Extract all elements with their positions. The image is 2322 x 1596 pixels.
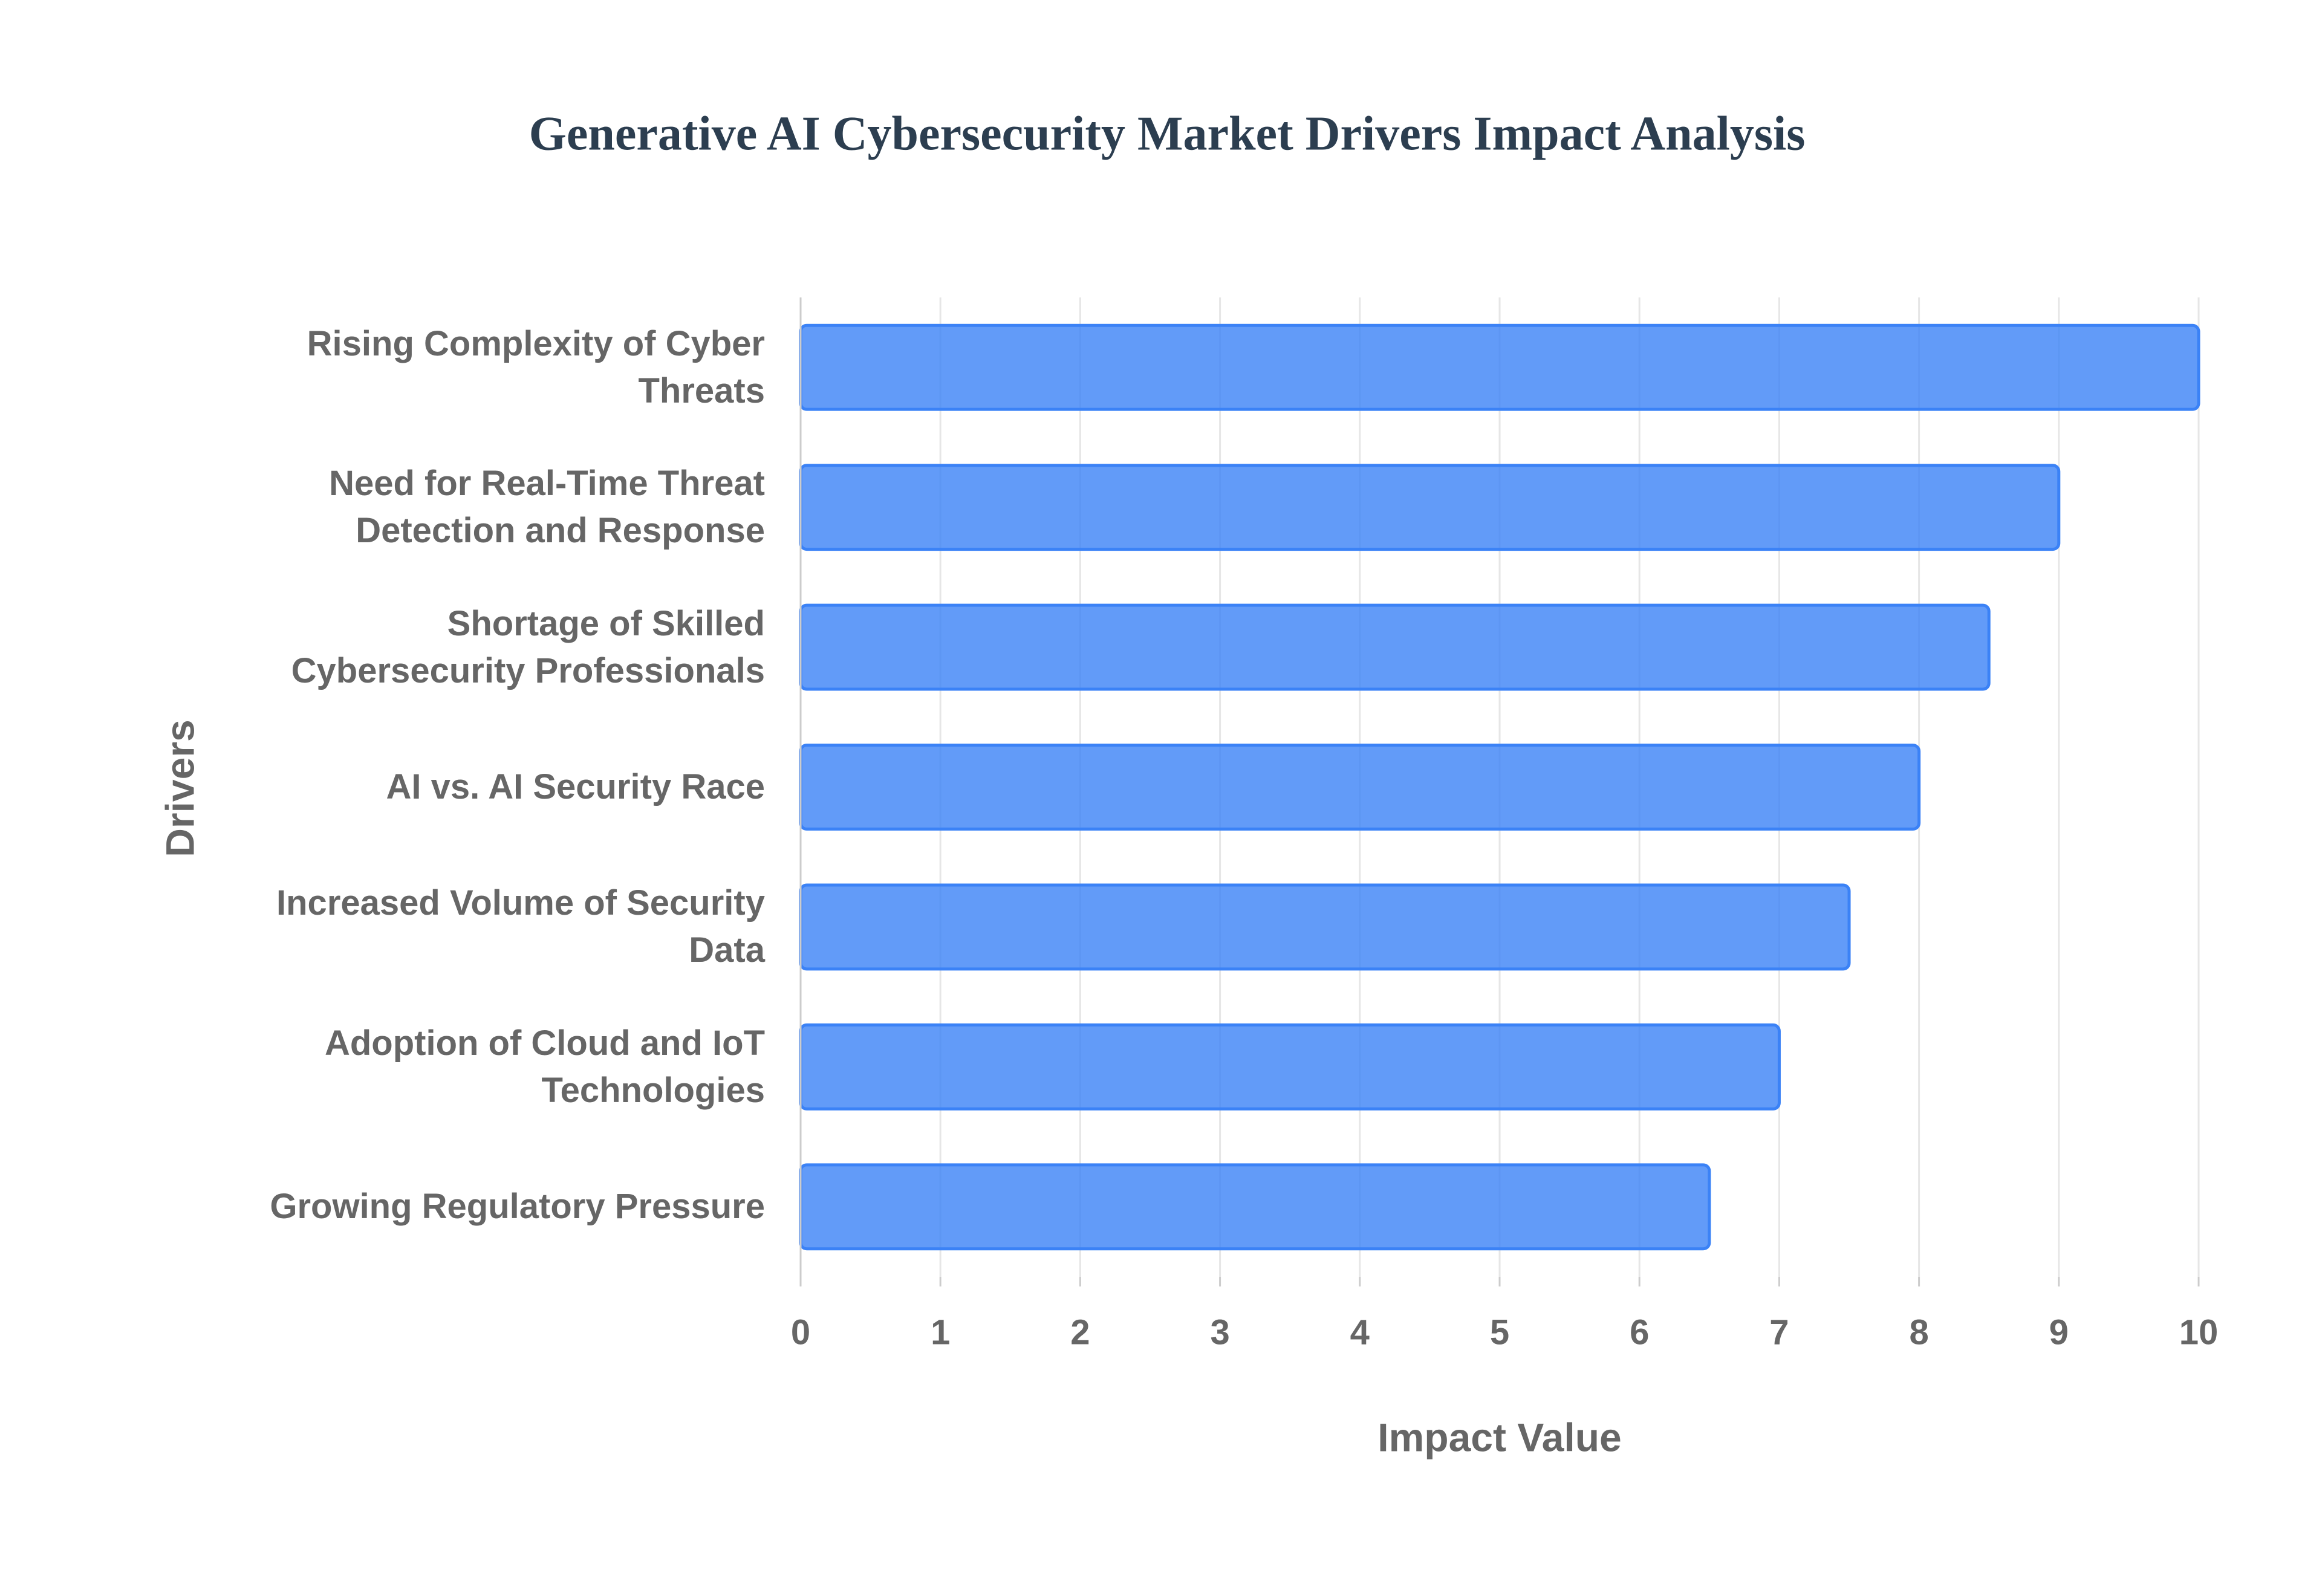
y-tick-label: Rising Complexity of Cyber Threats bbox=[307, 323, 765, 410]
y-tick-label: Shortage of Skilled Cybersecurity Profes… bbox=[291, 603, 765, 690]
x-tick-label: 1 bbox=[931, 1312, 950, 1352]
chart-title: Generative AI Cybersecurity Market Drive… bbox=[529, 107, 1806, 160]
bar bbox=[799, 744, 1921, 831]
bar bbox=[799, 1023, 1781, 1111]
x-tick-label: 5 bbox=[1490, 1312, 1509, 1352]
y-tick-label: Growing Regulatory Pressure bbox=[270, 1187, 765, 1227]
x-tick-label: 0 bbox=[791, 1312, 810, 1352]
bar bbox=[799, 1163, 1711, 1251]
bar bbox=[799, 323, 2200, 411]
x-tick-label: 8 bbox=[1909, 1312, 1928, 1352]
bar bbox=[799, 883, 1851, 971]
x-tick-label: 4 bbox=[1350, 1312, 1370, 1352]
y-axis-title: Drivers bbox=[157, 719, 202, 857]
y-tick-label: Increased Volume of Security Data bbox=[276, 883, 765, 970]
x-tick-label: 3 bbox=[1210, 1312, 1229, 1352]
x-tick-label: 7 bbox=[1769, 1312, 1789, 1352]
bar bbox=[799, 464, 2061, 551]
y-tick-label: Need for Real-Time Threat Detection and … bbox=[329, 464, 765, 551]
y-tick-label: AI vs. AI Security Race bbox=[386, 767, 765, 806]
x-tick-label: 10 bbox=[2179, 1312, 2219, 1352]
bar bbox=[799, 603, 1991, 691]
x-tick-label: 9 bbox=[2049, 1312, 2069, 1352]
y-tick-label: Adoption of Cloud and IoT Technologies bbox=[324, 1023, 765, 1110]
x-tick-label: 6 bbox=[1630, 1312, 1649, 1352]
x-tick-label: 2 bbox=[1070, 1312, 1090, 1352]
x-axis-title: Impact Value bbox=[1377, 1415, 1622, 1459]
